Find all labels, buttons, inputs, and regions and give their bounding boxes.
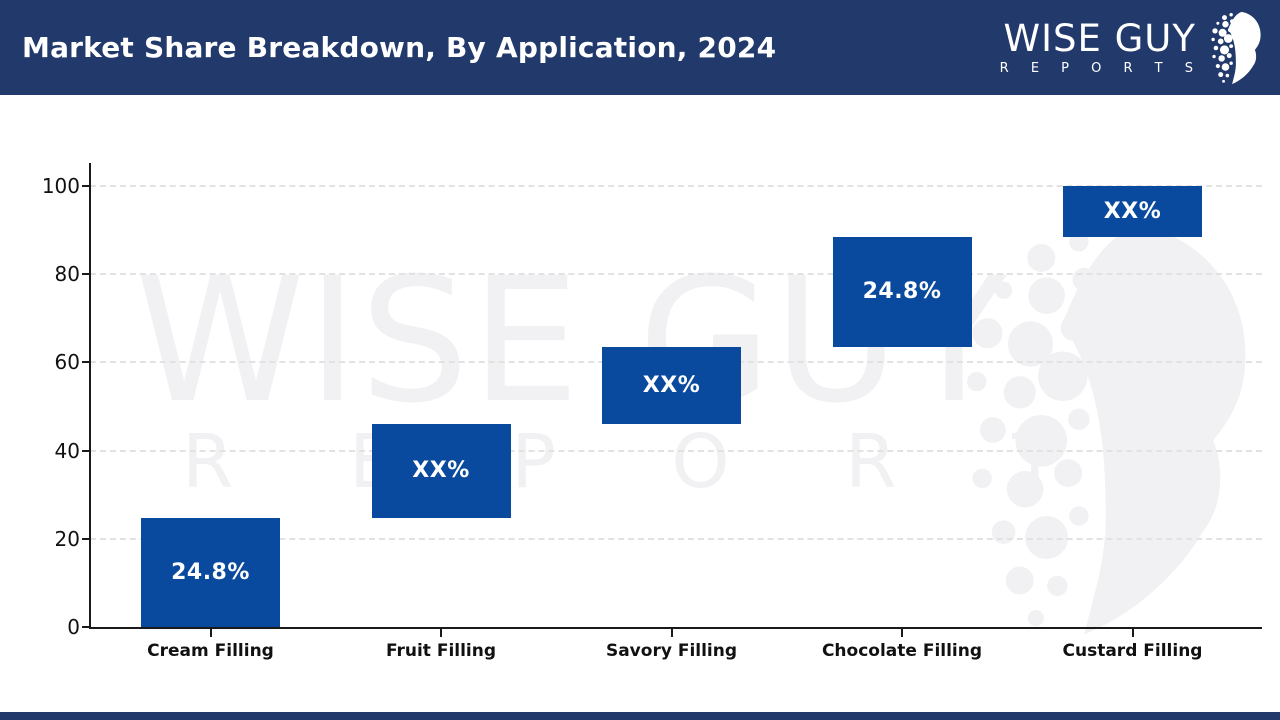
bar-fruit-filling: XX% <box>371 424 511 518</box>
bar-cream-filling: 24.8% <box>141 517 280 627</box>
x-tick-0 <box>209 629 212 637</box>
x-axis-line <box>89 627 1262 629</box>
bar-value-label: XX% <box>412 458 470 484</box>
gridline-20 <box>90 537 1262 540</box>
x-category-label-0: Cream Filling <box>147 641 274 661</box>
y-tick-60 <box>82 361 90 364</box>
gridline-100 <box>90 185 1262 187</box>
bar-value-label: 24.8% <box>862 279 942 305</box>
y-tick-label-0: 0 <box>67 615 80 639</box>
logo-face-icon <box>1211 11 1261 84</box>
x-tick-3 <box>901 629 903 637</box>
x-tick-2 <box>670 629 673 637</box>
x-tick-1 <box>440 629 442 637</box>
x-category-label-4: Custard Filling <box>1062 641 1203 661</box>
gridline-80 <box>90 273 1262 276</box>
y-tick-80 <box>82 273 90 276</box>
y-tick-label-80: 80 <box>54 262 80 287</box>
y-tick-100 <box>82 185 90 187</box>
x-tick-4 <box>1131 629 1134 637</box>
bar-value-label: XX% <box>1103 199 1162 225</box>
brand-logo: WISE GUY R E P O R T S <box>1000 10 1280 86</box>
gridline-40 <box>90 449 1262 452</box>
y-tick-label-40: 40 <box>54 438 80 463</box>
y-tick-label-60: 60 <box>54 350 80 375</box>
y-axis-line <box>89 163 91 627</box>
bar-custard-filling: XX% <box>1063 186 1202 238</box>
y-tick-0 <box>82 626 90 628</box>
bar-chocolate-filling: 24.8% <box>832 237 972 347</box>
logo-subtext: R E P O R T S <box>999 60 1202 76</box>
y-tick-label-100: 100 <box>41 174 80 198</box>
y-tick-label-20: 20 <box>54 526 80 551</box>
x-category-label-2: Savory Filling <box>605 641 738 661</box>
y-tick-40 <box>82 449 90 452</box>
logo-wordmark: WISE GUY <box>1003 16 1196 60</box>
chart-title: Market Share Breakdown, By Application, … <box>22 31 777 64</box>
bar-savory-filling: XX% <box>602 346 741 425</box>
header: Market Share Breakdown, By Application, … <box>0 0 1280 95</box>
y-tick-20 <box>82 537 90 540</box>
logo-text: WISE GUY R E P O R T S <box>1000 20 1196 76</box>
x-category-label-3: Chocolate Filling <box>821 641 983 661</box>
footer-bar <box>0 712 1280 720</box>
bar-value-label: 24.8% <box>171 559 250 585</box>
x-category-label-1: Fruit Filling <box>385 641 497 661</box>
bar-value-label: XX% <box>642 372 701 398</box>
